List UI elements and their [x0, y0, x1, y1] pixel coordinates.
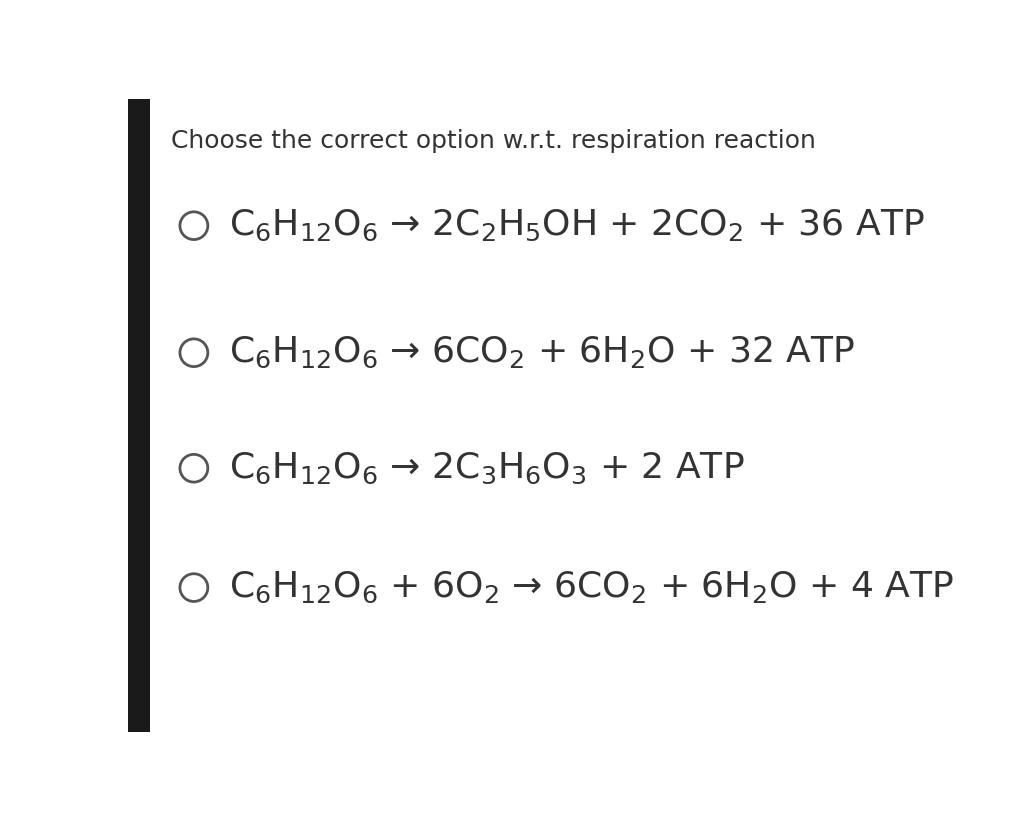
Text: C$_6$H$_{12}$O$_6$ → 6CO$_2$ + 6H$_2$O + 32 ATP: C$_6$H$_{12}$O$_6$ → 6CO$_2$ + 6H$_2$O +…: [228, 335, 854, 371]
Bar: [128, 99, 150, 732]
Text: C$_6$H$_{12}$O$_6$ → 2C$_2$H$_5$OH + 2CO$_2$ + 36 ATP: C$_6$H$_{12}$O$_6$ → 2C$_2$H$_5$OH + 2CO…: [228, 208, 925, 243]
Text: Choose the correct option w.r.t. respiration reaction: Choose the correct option w.r.t. respira…: [171, 129, 815, 154]
Text: C$_6$H$_{12}$O$_6$ → 2C$_3$H$_6$O$_3$ + 2 ATP: C$_6$H$_{12}$O$_6$ → 2C$_3$H$_6$O$_3$ + …: [228, 450, 744, 486]
Text: C$_6$H$_{12}$O$_6$ + 6O$_2$ → 6CO$_2$ + 6H$_2$O + 4 ATP: C$_6$H$_{12}$O$_6$ + 6O$_2$ → 6CO$_2$ + …: [228, 570, 953, 605]
